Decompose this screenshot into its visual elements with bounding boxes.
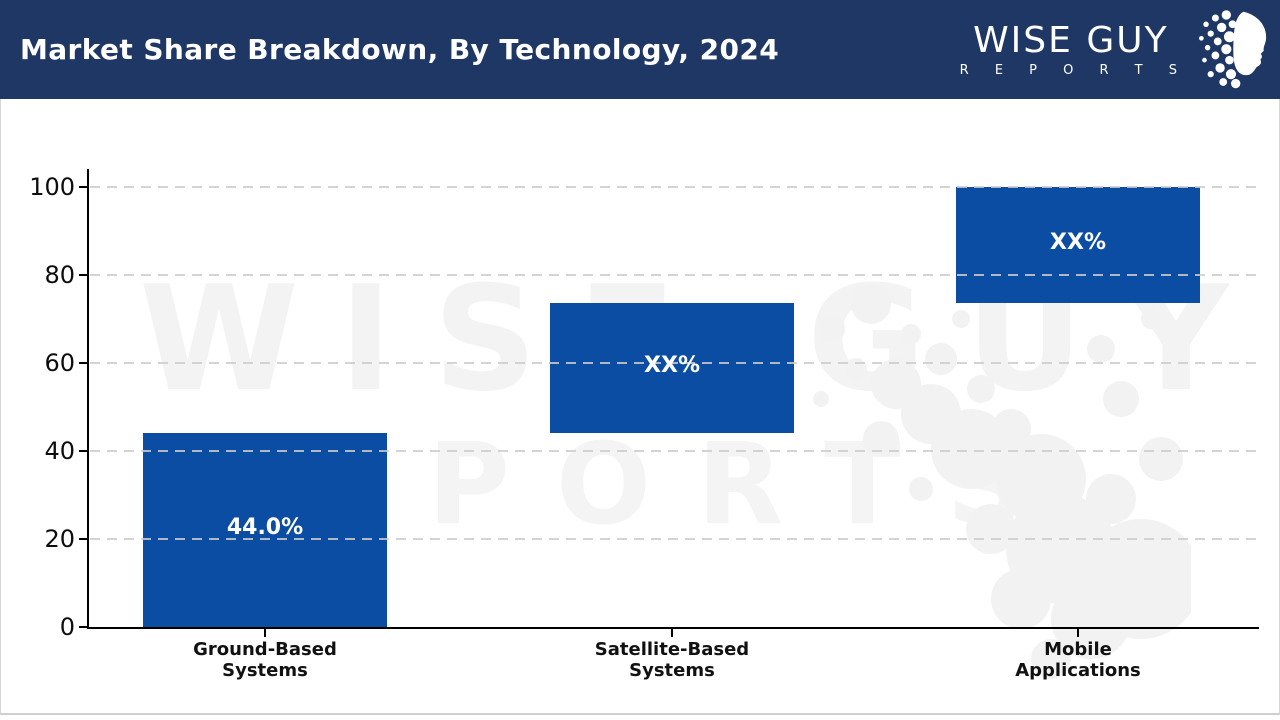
y-axis-tick xyxy=(79,185,88,188)
y-axis-tick xyxy=(79,537,88,540)
x-category-label-line: Mobile xyxy=(1044,639,1112,660)
y-gridline xyxy=(90,185,1260,188)
y-gridline xyxy=(90,537,1260,540)
y-axis-line xyxy=(87,169,89,629)
y-tick-label: 40 xyxy=(44,436,75,465)
bar-value-label: XX% xyxy=(1050,229,1106,255)
y-tick-label: 80 xyxy=(44,260,75,289)
page-title: Market Share Breakdown, By Technology, 2… xyxy=(20,33,780,66)
x-axis-tick xyxy=(1077,629,1079,637)
x-category-label: Satellite-Based Systems xyxy=(557,639,787,681)
header-bar: Market Share Breakdown, By Technology, 2… xyxy=(0,0,1280,99)
bar xyxy=(143,433,387,627)
chart-area: WISE GUY REPORTS 0 20 40 60 80 100 44.0% Ground… xyxy=(0,99,1280,715)
bar xyxy=(550,303,794,434)
x-category-label-line: Systems xyxy=(629,660,715,681)
brand-logo: WISE GUY R E P O R T S xyxy=(954,5,1270,95)
x-category-label-line: Ground-Based xyxy=(193,639,337,660)
y-gridline xyxy=(90,273,1260,276)
x-axis-tick xyxy=(671,629,673,637)
y-tick-label: 20 xyxy=(44,524,75,553)
brand-logo-text: WISE GUY R E P O R T S xyxy=(954,22,1188,78)
x-category-label-line: Applications xyxy=(1015,660,1141,681)
y-axis-tick xyxy=(79,361,88,364)
y-gridline xyxy=(90,449,1260,452)
x-axis-tick xyxy=(264,629,266,637)
y-tick-label: 0 xyxy=(59,613,75,641)
x-category-label: Ground-Based Systems xyxy=(150,639,380,681)
brand-subtitle: R E P O R T S xyxy=(959,62,1188,78)
y-tick-label: 60 xyxy=(44,348,75,377)
x-category-label: Mobile Applications xyxy=(963,639,1193,681)
x-category-label-line: Satellite-Based xyxy=(594,639,750,660)
brand-face-icon xyxy=(1199,10,1267,89)
bar xyxy=(956,186,1200,304)
y-tick-label: 100 xyxy=(29,172,75,201)
x-axis-line xyxy=(87,627,1259,629)
bar-value-label: 44.0% xyxy=(226,515,304,541)
x-category-label-line: Systems xyxy=(222,660,308,681)
bar-value-label: XX% xyxy=(644,353,700,379)
y-axis-tick xyxy=(79,449,88,452)
y-axis-tick xyxy=(79,273,88,276)
y-gridline xyxy=(90,361,1260,364)
y-axis-tick xyxy=(79,626,88,628)
brand-name: WISE GUY xyxy=(973,20,1169,62)
